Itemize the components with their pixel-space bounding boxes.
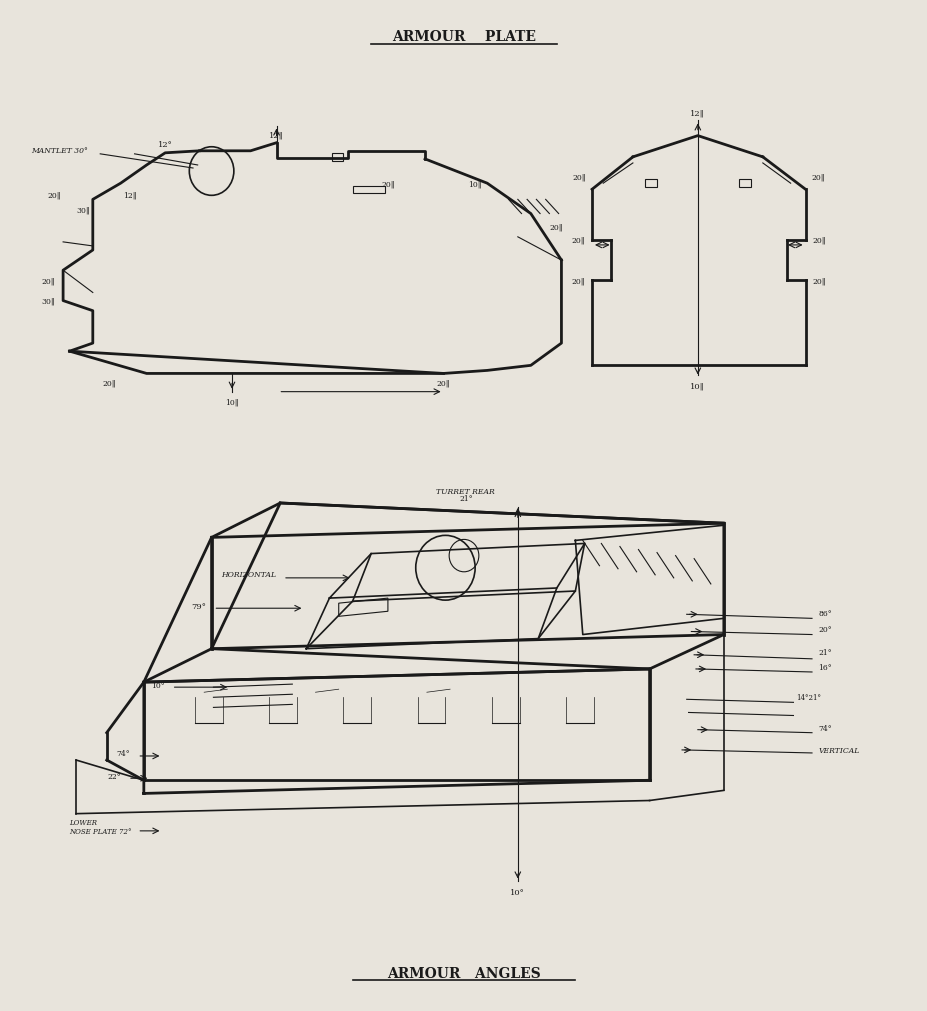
Text: 74°: 74° <box>818 724 832 732</box>
Text: 16°: 16° <box>818 663 832 671</box>
Text: 20‖: 20‖ <box>42 277 55 285</box>
Text: LOWER
NOSE PLATE 72°: LOWER NOSE PLATE 72° <box>70 819 132 835</box>
Text: 21°: 21° <box>459 494 472 502</box>
Text: 30‖: 30‖ <box>42 297 55 305</box>
Text: 12‖: 12‖ <box>123 191 136 199</box>
Text: 20‖: 20‖ <box>810 173 824 181</box>
Text: 10°: 10° <box>510 888 525 896</box>
Text: ARMOUR    PLATE: ARMOUR PLATE <box>391 30 536 44</box>
Text: 21°: 21° <box>818 648 832 656</box>
Text: 20‖: 20‖ <box>812 237 826 245</box>
Text: 10°: 10° <box>151 681 165 690</box>
Text: 79°: 79° <box>191 603 206 611</box>
Text: 20‖: 20‖ <box>103 379 116 387</box>
Text: 10‖: 10‖ <box>690 382 705 390</box>
Text: 12‖: 12‖ <box>269 131 284 140</box>
Text: 20°: 20° <box>818 626 832 634</box>
Text: 20‖: 20‖ <box>47 191 60 199</box>
Text: 20‖: 20‖ <box>437 379 450 387</box>
Text: 12°: 12° <box>158 141 172 149</box>
Text: 30‖: 30‖ <box>77 206 90 214</box>
Text: ARMOUR   ANGLES: ARMOUR ANGLES <box>387 966 540 980</box>
Text: 14°21°: 14°21° <box>795 694 820 702</box>
Text: 20‖: 20‖ <box>812 277 826 285</box>
Text: MANTLET 30°: MANTLET 30° <box>32 147 88 155</box>
Text: 20‖: 20‖ <box>381 180 394 188</box>
Text: 20‖: 20‖ <box>570 277 584 285</box>
Text: HORIZONTAL: HORIZONTAL <box>222 570 276 578</box>
Text: 22°: 22° <box>107 772 121 780</box>
Text: 86°: 86° <box>818 610 832 618</box>
Text: TURRET REAR: TURRET REAR <box>436 487 495 495</box>
Text: 10‖: 10‖ <box>468 180 481 188</box>
Text: VERTICAL: VERTICAL <box>818 746 859 754</box>
Text: 20‖: 20‖ <box>570 237 584 245</box>
Text: 12‖: 12‖ <box>690 109 705 117</box>
Text: 20‖: 20‖ <box>549 223 563 232</box>
Text: 74°: 74° <box>116 749 130 757</box>
Text: 20‖: 20‖ <box>572 173 586 181</box>
Text: 10‖: 10‖ <box>225 398 238 406</box>
